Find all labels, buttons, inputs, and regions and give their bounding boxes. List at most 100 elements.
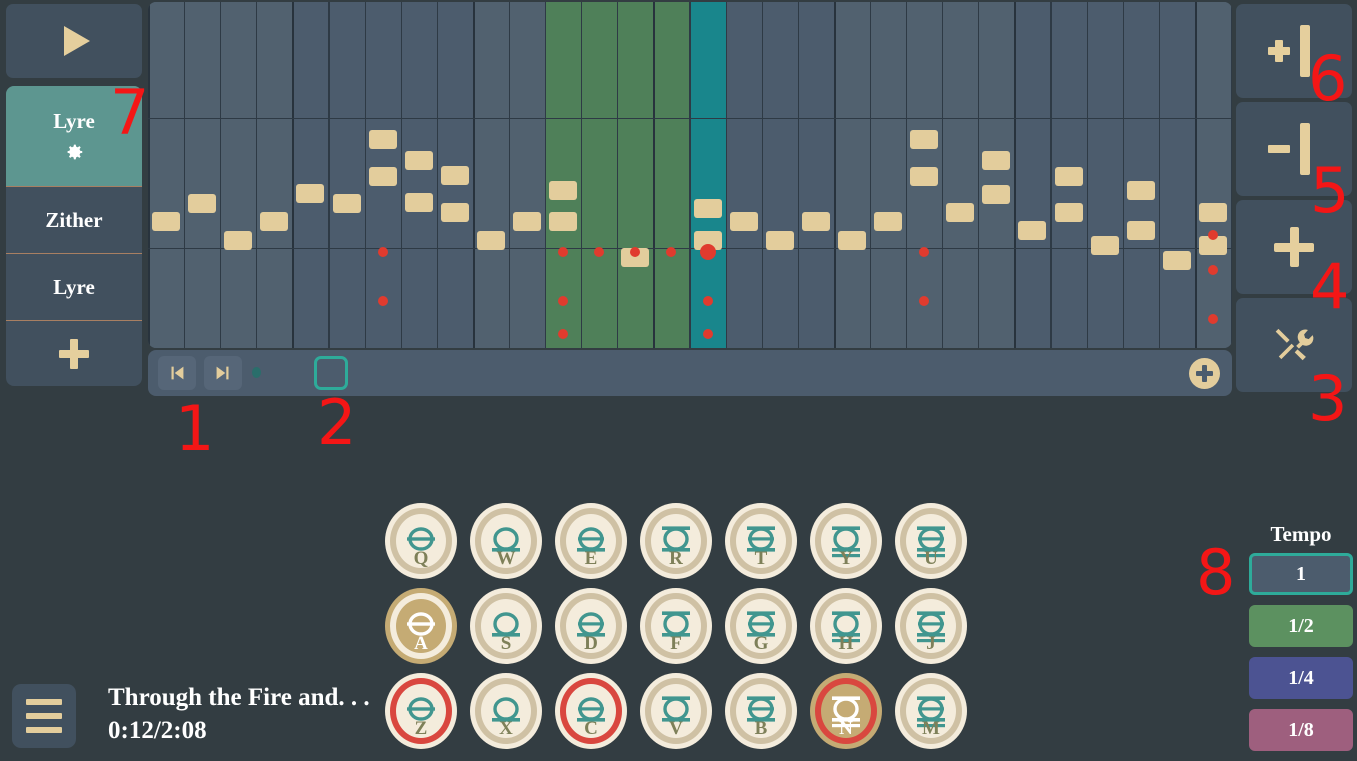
selection-box-icon[interactable] [314, 356, 348, 390]
note-block[interactable] [1198, 203, 1227, 222]
grid-column[interactable] [1086, 2, 1124, 348]
gear-icon[interactable] [63, 141, 85, 163]
tempo-option-1-8[interactable]: 1/8 [1249, 709, 1353, 751]
accidental-dot[interactable] [630, 247, 641, 257]
key-e[interactable]: E [555, 503, 627, 579]
grid-column[interactable] [472, 2, 510, 348]
grid-column[interactable] [328, 2, 366, 348]
key-f[interactable]: F [640, 588, 712, 664]
grid-column[interactable] [942, 2, 980, 348]
accidental-dot[interactable] [594, 247, 605, 257]
note-block[interactable] [729, 212, 758, 231]
grid-column[interactable] [797, 2, 835, 348]
grid-column[interactable] [292, 2, 330, 348]
accidental-dot[interactable] [919, 296, 930, 306]
note-grid[interactable] [148, 2, 1232, 348]
key-s[interactable]: S [470, 588, 542, 664]
note-block[interactable] [982, 185, 1011, 204]
key-g[interactable]: G [725, 588, 797, 664]
note-block[interactable] [946, 203, 975, 222]
note-block[interactable] [1198, 236, 1227, 255]
accidental-dot[interactable] [377, 247, 388, 257]
grid-column[interactable] [870, 2, 908, 348]
note-block[interactable] [188, 194, 217, 213]
note-block[interactable] [621, 248, 650, 267]
note-block[interactable] [1018, 221, 1047, 240]
accidental-dot[interactable] [699, 244, 716, 260]
note-block[interactable] [765, 231, 794, 250]
tempo-options[interactable]: 1 1/2 1/4 1/8 [1249, 553, 1353, 751]
note-block[interactable] [404, 151, 433, 170]
note-block[interactable] [801, 212, 830, 231]
note-block[interactable] [332, 194, 361, 213]
accidental-dot[interactable] [702, 329, 713, 339]
note-block[interactable] [837, 231, 866, 250]
grid-column[interactable] [833, 2, 871, 348]
note-block[interactable] [1126, 181, 1155, 200]
grid-column[interactable] [761, 2, 799, 348]
key-m[interactable]: M [895, 673, 967, 749]
accidental-dot[interactable] [558, 296, 569, 306]
key-a[interactable]: A [385, 588, 457, 664]
key-z[interactable]: Z [385, 673, 457, 749]
accidental-dot[interactable] [919, 247, 930, 257]
add-note-button[interactable] [1236, 200, 1352, 294]
sidebar-item-lyre-selected[interactable]: Lyre [6, 86, 142, 187]
tempo-option-1[interactable]: 1 [1249, 553, 1353, 595]
grid-column[interactable] [1158, 2, 1196, 348]
accidental-dot[interactable] [1207, 265, 1218, 275]
note-block[interactable] [152, 212, 181, 231]
note-block[interactable] [910, 130, 939, 149]
key-n[interactable]: N [810, 673, 882, 749]
hamburger-menu-button[interactable] [12, 684, 76, 748]
key-h[interactable]: H [810, 588, 882, 664]
add-instrument-button[interactable] [6, 321, 142, 386]
skip-previous-button[interactable] [158, 356, 196, 390]
key-x[interactable]: X [470, 673, 542, 749]
tempo-option-1-4[interactable]: 1/4 [1249, 657, 1353, 699]
note-block[interactable] [296, 184, 325, 203]
accidental-dot[interactable] [558, 329, 569, 339]
grid-column[interactable] [220, 2, 258, 348]
grid-column[interactable] [256, 2, 294, 348]
key-r[interactable]: R [640, 503, 712, 579]
note-block[interactable] [476, 231, 505, 250]
grid-column[interactable] [400, 2, 438, 348]
accidental-dot[interactable] [1207, 314, 1218, 324]
sidebar-item-lyre-2[interactable]: Lyre [6, 254, 142, 321]
key-b[interactable]: B [725, 673, 797, 749]
note-block[interactable] [1090, 236, 1119, 255]
note-block[interactable] [440, 166, 469, 185]
key-t[interactable]: T [725, 503, 797, 579]
note-block[interactable] [513, 212, 542, 231]
virtual-keyboard[interactable]: Q W E R T Y U A S D F G H J Z X C V B N M [385, 503, 977, 753]
grid-column[interactable] [725, 2, 763, 348]
note-block[interactable] [1126, 221, 1155, 240]
note-block[interactable] [1054, 167, 1083, 186]
note-block[interactable] [549, 181, 578, 200]
note-block[interactable] [982, 151, 1011, 170]
grid-column[interactable] [509, 2, 547, 348]
note-block[interactable] [404, 193, 433, 212]
note-block[interactable] [368, 130, 397, 149]
accidental-dot[interactable] [377, 296, 388, 306]
key-c[interactable]: C [555, 673, 627, 749]
key-u[interactable]: U [895, 503, 967, 579]
play-button[interactable] [6, 4, 142, 78]
add-circle-button[interactable] [1189, 358, 1220, 389]
grid-column[interactable] [148, 2, 186, 348]
settings-tools-button[interactable] [1236, 298, 1352, 392]
key-d[interactable]: D [555, 588, 627, 664]
note-block[interactable] [368, 167, 397, 186]
note-block[interactable] [693, 199, 722, 218]
grid-column[interactable] [1122, 2, 1160, 348]
key-j[interactable]: J [895, 588, 967, 664]
grid-column[interactable] [184, 2, 222, 348]
note-block[interactable] [910, 167, 939, 186]
accidental-dot[interactable] [666, 247, 677, 257]
add-bar-button[interactable] [1236, 4, 1352, 98]
remove-bar-button[interactable] [1236, 102, 1352, 196]
note-block[interactable] [1162, 251, 1191, 270]
key-q[interactable]: Q [385, 503, 457, 579]
note-block[interactable] [1054, 203, 1083, 222]
